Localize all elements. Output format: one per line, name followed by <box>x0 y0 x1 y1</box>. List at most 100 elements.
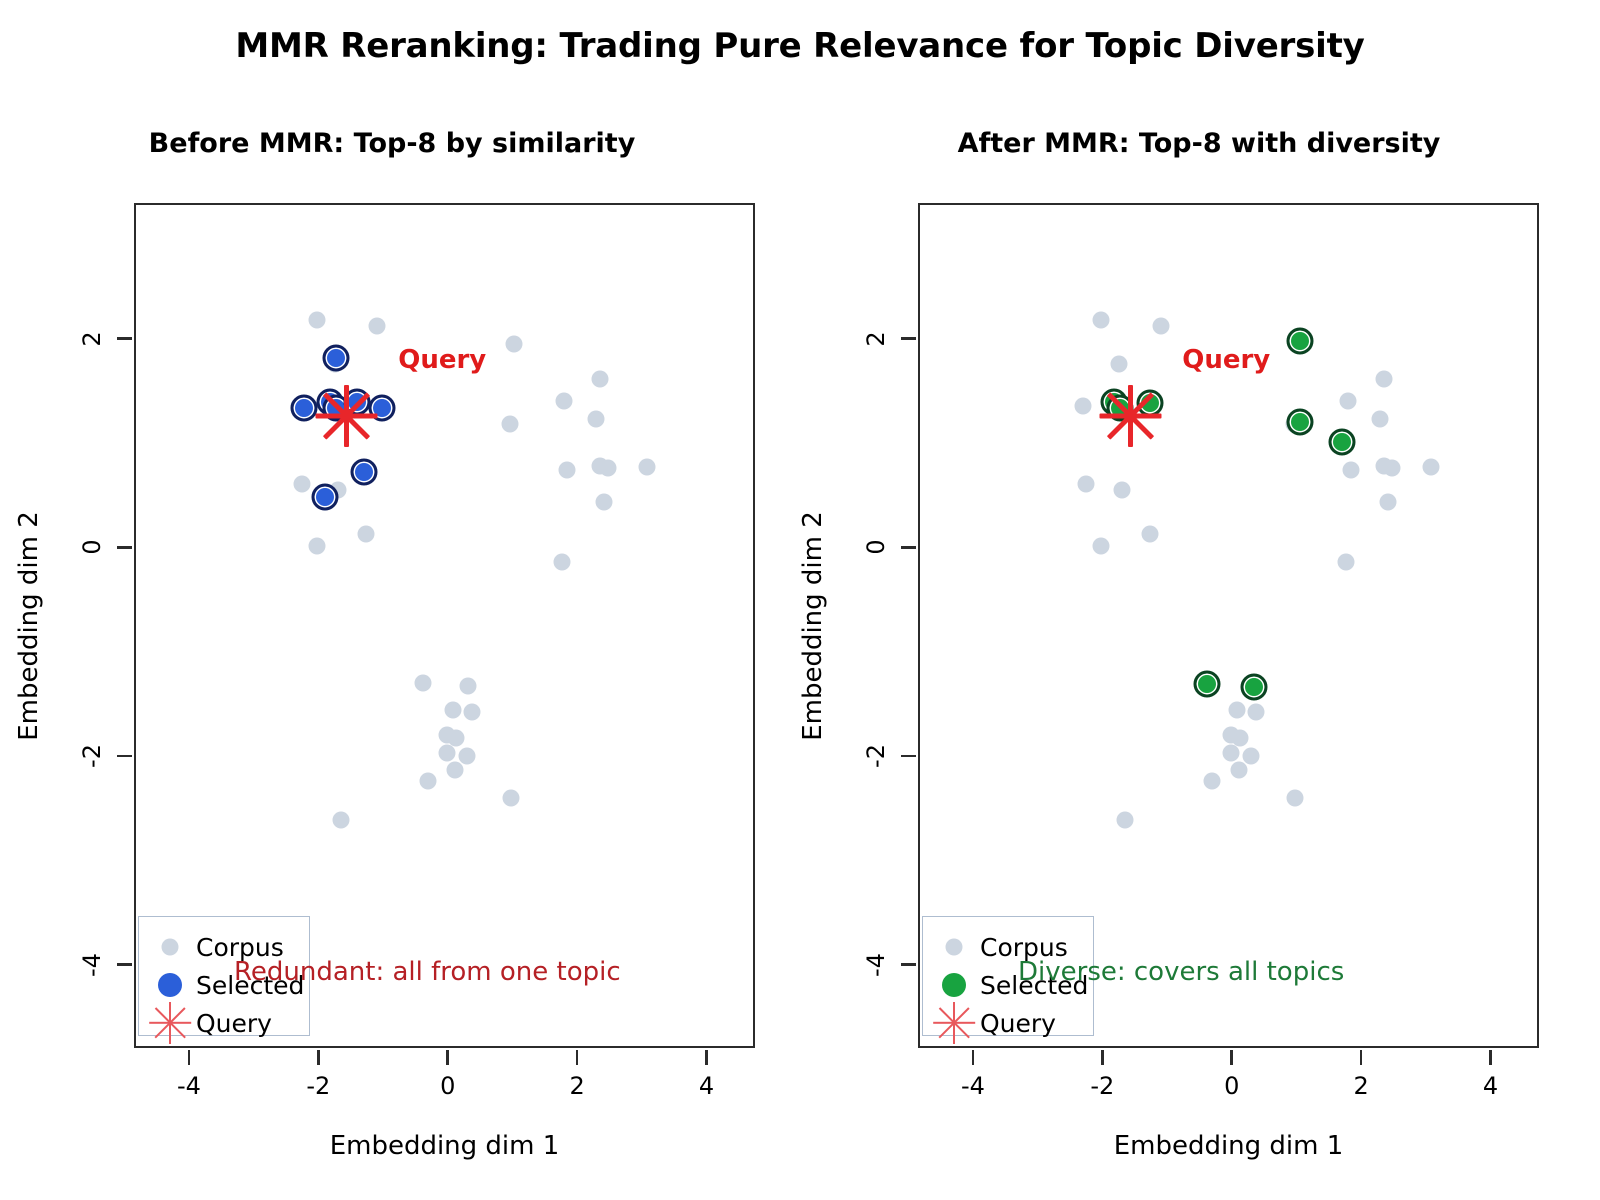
corpus-point <box>1375 370 1393 388</box>
x-tick <box>446 1050 449 1065</box>
legend-item-label: Query <box>980 1008 1056 1038</box>
x-tick-label: -2 <box>1090 1072 1115 1100</box>
selected-point[interactable] <box>350 458 378 486</box>
legend-item[interactable]: Corpus <box>144 928 284 966</box>
selected-point[interactable] <box>1193 670 1221 698</box>
corpus-point <box>1116 811 1134 829</box>
corpus-point <box>444 701 462 719</box>
x-tick <box>1489 1050 1492 1065</box>
y-tick-label: 2 <box>78 330 106 347</box>
selected-point[interactable] <box>1106 394 1134 422</box>
y-axis-title: Embedding dim 2 <box>14 510 44 741</box>
selected-dot-icon <box>144 966 196 1004</box>
corpus-point <box>638 458 656 476</box>
legend-item[interactable]: Corpus <box>928 928 1068 966</box>
x-tick-label: -4 <box>177 1072 201 1100</box>
selected-point[interactable] <box>343 388 371 416</box>
legend-item[interactable]: Selected <box>144 966 304 1004</box>
corpus-point <box>558 461 576 479</box>
corpus-point <box>1222 744 1239 762</box>
legend-item-label: Selected <box>980 970 1089 1000</box>
plot-area-before[interactable]: Query <box>134 203 755 1048</box>
corpus-point <box>1152 317 1170 335</box>
y-tick-label: -2 <box>78 743 106 768</box>
corpus-point <box>1286 789 1304 807</box>
y-axis-title: Embedding dim 2 <box>798 510 828 741</box>
corpus-point <box>458 747 476 765</box>
corpus-point <box>293 475 311 493</box>
corpus-point <box>414 674 432 692</box>
x-tick <box>971 1050 975 1065</box>
corpus-point <box>308 311 326 329</box>
panel-title-after: After MMR: Top-8 with diversity <box>957 128 1441 159</box>
corpus-point <box>1203 772 1221 790</box>
x-tick-label: 2 <box>1353 1072 1369 1100</box>
x-tick <box>187 1050 191 1065</box>
page-title: MMR Reranking: Trading Pure Relevance fo… <box>235 26 1365 66</box>
selected-point[interactable] <box>290 394 318 422</box>
query-star-icon <box>144 1002 196 1044</box>
corpus-point <box>1339 392 1357 410</box>
x-tick <box>575 1050 579 1065</box>
x-tick-label: -2 <box>306 1072 331 1100</box>
corpus-point <box>1247 703 1265 721</box>
x-tick <box>1230 1050 1233 1065</box>
y-tick <box>117 337 132 340</box>
corpus-point <box>1337 553 1355 571</box>
corpus-point <box>591 370 609 388</box>
legend-item-label: Selected <box>196 970 305 1000</box>
corpus-point <box>1092 537 1110 555</box>
corpus-point <box>419 772 437 790</box>
corpus-point <box>1228 701 1246 719</box>
selected-point[interactable] <box>368 394 396 422</box>
legend-item[interactable]: Selected <box>928 966 1088 1004</box>
selected-point[interactable] <box>322 344 350 372</box>
x-tick-label: 4 <box>698 1072 715 1100</box>
y-tick-label: 0 <box>78 539 106 555</box>
y-tick-label: -4 <box>862 952 890 977</box>
y-tick <box>901 963 916 966</box>
corpus-point <box>447 729 465 747</box>
selected-point[interactable] <box>311 483 339 511</box>
corpus-point <box>368 317 386 335</box>
x-tick <box>1359 1050 1363 1065</box>
y-tick-label: 0 <box>862 539 890 555</box>
selected-point[interactable] <box>1136 389 1164 417</box>
x-tick <box>1101 1050 1104 1065</box>
panel-title-before: Before MMR: Top-8 by similarity <box>148 128 636 159</box>
selected-point[interactable] <box>1286 327 1314 355</box>
selected-point[interactable] <box>1286 408 1314 436</box>
y-tick-label: 2 <box>862 330 890 347</box>
corpus-point <box>502 789 520 807</box>
panel-before-mmr: Before MMR: Top-8 by similarity Query -4… <box>14 128 755 1161</box>
x-axis-title: Embedding dim 1 <box>1113 1131 1344 1161</box>
corpus-point <box>459 677 477 695</box>
y-tick <box>901 546 916 549</box>
legend-item[interactable]: Query <box>144 1002 272 1044</box>
plot-area-after[interactable]: Query <box>918 203 1539 1048</box>
corpus-point <box>308 537 326 555</box>
legend-box <box>138 916 310 1036</box>
corpus-point <box>1379 493 1397 511</box>
corpus-point <box>1074 397 1092 415</box>
corpus-point <box>1230 761 1248 779</box>
corpus-point <box>438 744 455 762</box>
x-axis-title: Embedding dim 1 <box>329 1131 560 1161</box>
corpus-point <box>463 703 481 721</box>
legend-item-label: Query <box>196 1008 272 1038</box>
corpus-point <box>332 811 350 829</box>
selected-point[interactable] <box>1240 673 1268 701</box>
query-label: Query <box>1182 344 1271 375</box>
corpus-point <box>1141 525 1159 543</box>
legend-item[interactable]: Query <box>928 1002 1056 1044</box>
corpus-point <box>599 459 617 477</box>
corpus-point <box>555 392 573 410</box>
selected-point[interactable] <box>1328 428 1356 456</box>
x-tick-label: 2 <box>569 1072 585 1100</box>
panel-after-mmr: After MMR: Top-8 with diversity Query -4… <box>790 0 1600 1200</box>
y-tick <box>117 546 132 549</box>
x-tick-label: -4 <box>961 1072 985 1100</box>
corpus-point <box>505 335 523 353</box>
corpus-point <box>357 525 375 543</box>
